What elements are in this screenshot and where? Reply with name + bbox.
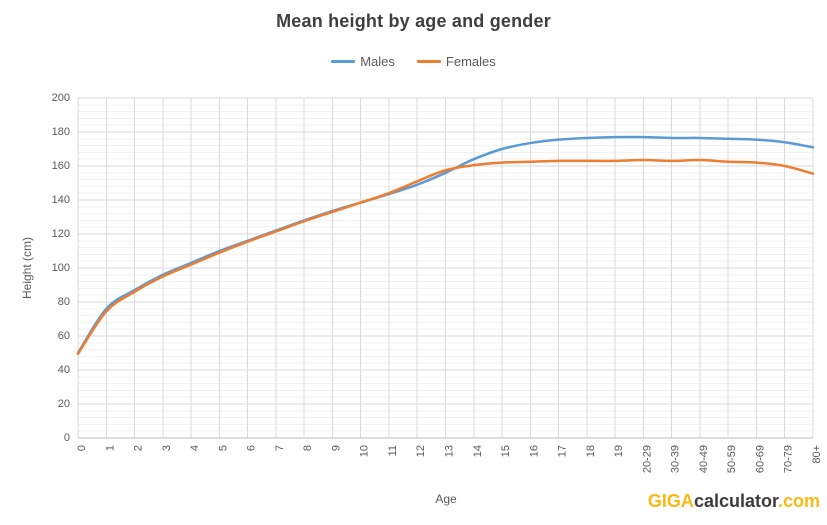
- svg-text:6: 6: [246, 445, 258, 451]
- legend-label-males: Males: [360, 54, 395, 69]
- svg-text:0: 0: [76, 445, 88, 451]
- x-axis-title: Age: [435, 492, 457, 506]
- svg-text:80: 80: [58, 296, 70, 308]
- svg-text:8: 8: [302, 445, 314, 451]
- logo-calculator: calculator: [693, 491, 778, 511]
- chart-title: Mean height by age and gender: [276, 11, 551, 31]
- svg-text:1: 1: [104, 445, 116, 451]
- legend-item-males: Males: [331, 54, 395, 69]
- svg-text:9: 9: [330, 445, 342, 451]
- svg-text:20: 20: [58, 398, 70, 410]
- svg-text:60: 60: [58, 330, 70, 342]
- svg-text:80+: 80+: [811, 445, 823, 464]
- svg-text:10: 10: [359, 445, 371, 457]
- svg-text:5: 5: [217, 445, 229, 451]
- gigacalculator-logo: GIGAcalculator.com: [648, 491, 820, 512]
- y-axis-title: Height (cm): [20, 236, 34, 300]
- svg-text:200: 200: [52, 92, 70, 104]
- svg-text:16: 16: [528, 445, 540, 457]
- svg-text:15: 15: [500, 445, 512, 457]
- svg-text:30-39: 30-39: [670, 445, 682, 473]
- svg-text:20-29: 20-29: [641, 445, 653, 473]
- svg-text:18: 18: [585, 445, 597, 457]
- svg-text:14: 14: [472, 445, 484, 457]
- svg-text:120: 120: [52, 228, 70, 240]
- svg-text:40-49: 40-49: [698, 445, 710, 473]
- svg-text:0: 0: [64, 432, 70, 444]
- svg-text:2: 2: [133, 445, 145, 451]
- svg-text:13: 13: [444, 445, 456, 457]
- svg-text:60-69: 60-69: [754, 445, 766, 473]
- legend-item-females: Females: [416, 54, 496, 69]
- svg-text:100: 100: [52, 262, 70, 274]
- svg-text:3: 3: [161, 445, 173, 451]
- svg-text:19: 19: [613, 445, 625, 457]
- svg-text:160: 160: [52, 160, 70, 172]
- svg-text:50-59: 50-59: [726, 445, 738, 473]
- chart-legend: Males Females: [0, 54, 827, 69]
- logo-dotcom: .com: [777, 491, 820, 511]
- svg-text:17: 17: [557, 445, 569, 457]
- logo-giga: GIGA: [647, 491, 694, 511]
- svg-text:180: 180: [52, 126, 70, 138]
- svg-text:4: 4: [189, 445, 201, 451]
- males-line-swatch: [331, 60, 356, 63]
- svg-text:140: 140: [52, 194, 70, 206]
- svg-text:7: 7: [274, 445, 286, 451]
- legend-label-females: Females: [445, 54, 496, 69]
- svg-text:11: 11: [387, 445, 399, 456]
- females-line-swatch: [416, 60, 441, 63]
- svg-text:40: 40: [58, 364, 70, 376]
- svg-text:70-79: 70-79: [783, 445, 795, 473]
- svg-text:12: 12: [415, 445, 427, 457]
